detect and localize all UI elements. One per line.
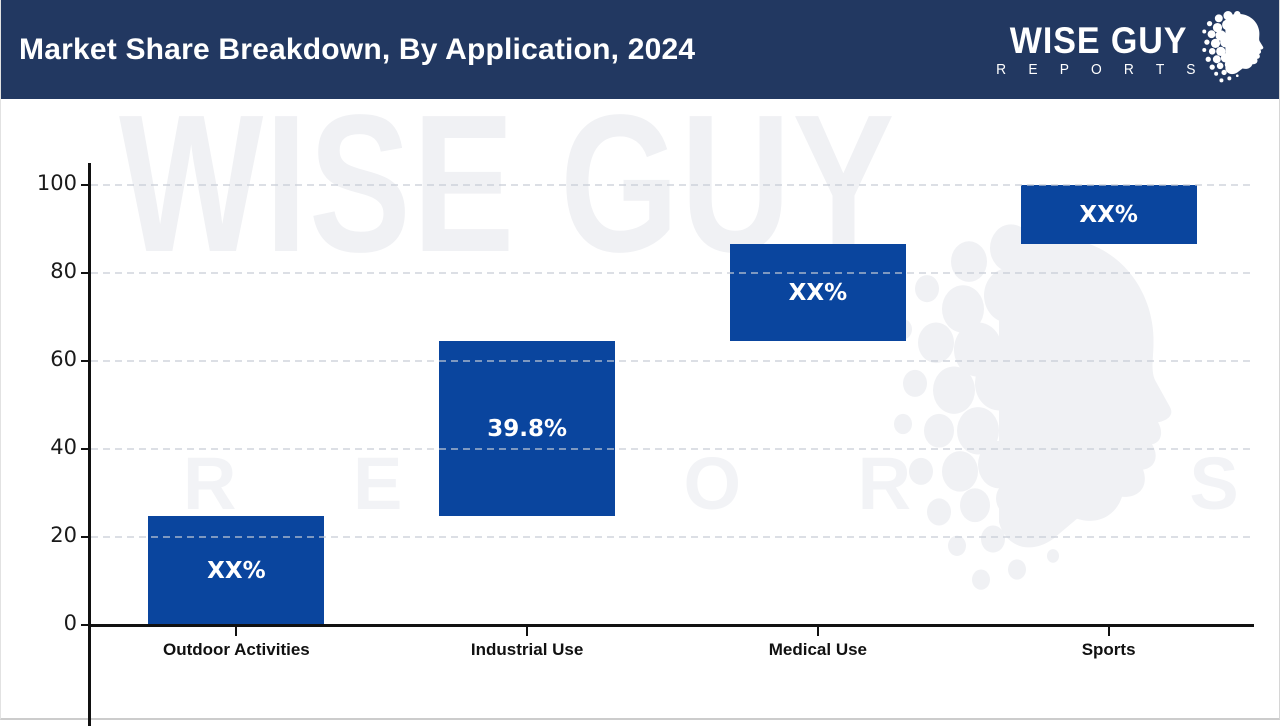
- x-category-label: Industrial Use: [470, 640, 584, 659]
- y-tick-label: 0: [63, 611, 77, 635]
- bar-value-label: XX%: [788, 279, 848, 306]
- bar-value-label: XX%: [1079, 201, 1138, 228]
- gridline-40: [91, 448, 1254, 450]
- page-title: Market Share Breakdown, By Application, …: [19, 32, 696, 66]
- y-tick-label: 80: [50, 259, 77, 283]
- bar-outdoor-activities: XX%: [148, 516, 325, 625]
- y-tick-20: [81, 536, 89, 538]
- y-tick-100: [81, 184, 89, 186]
- y-tick-label: 20: [50, 523, 77, 547]
- bar-medical-use: XX%: [729, 244, 906, 342]
- y-tick-label: 60: [50, 347, 77, 371]
- x-category-label: Medical Use: [768, 640, 867, 659]
- logo-text: WISE GUY R E P O R T S: [993, 22, 1205, 77]
- wiseguy-face-icon: [1202, 10, 1264, 82]
- y-axis-line: [88, 163, 91, 726]
- bar-value-label: XX%: [207, 557, 266, 584]
- y-tick-80: [81, 272, 89, 274]
- watermark-face-icon: [894, 224, 1172, 590]
- gridline-80: [91, 272, 1254, 274]
- gridline-100: [91, 184, 1254, 186]
- x-tick-1: [526, 627, 529, 636]
- logo-wordmark: WISE GUY: [1010, 20, 1188, 61]
- y-tick-60: [81, 360, 89, 362]
- gridline-60: [91, 360, 1254, 362]
- y-tick-label: 100: [36, 171, 77, 195]
- x-category-label: Outdoor Activities: [163, 640, 310, 659]
- bar-industrial-use: 39.8%: [439, 341, 616, 517]
- x-axis-line: [88, 624, 1254, 627]
- y-tick-0: [81, 624, 89, 626]
- bar-sports: XX%: [1020, 185, 1197, 245]
- x-tick-0: [235, 627, 238, 636]
- bar-value-label: 39.8%: [487, 415, 568, 442]
- x-category-label: Sports: [1081, 640, 1136, 659]
- logo-subtext: R E P O R T S: [996, 61, 1205, 78]
- header: Market Share Breakdown, By Application, …: [1, 0, 1279, 99]
- x-tick-3: [1107, 627, 1110, 636]
- brand-logo: WISE GUY R E P O R T S: [974, 9, 1265, 91]
- y-tick-label: 40: [50, 435, 77, 459]
- gridline-20: [91, 536, 1254, 538]
- y-tick-40: [81, 448, 89, 450]
- chart-area: WISE GUY R E P O R T S 0 20 40 60 80 100 XX% Ou…: [1, 74, 1280, 726]
- x-tick-2: [816, 627, 819, 636]
